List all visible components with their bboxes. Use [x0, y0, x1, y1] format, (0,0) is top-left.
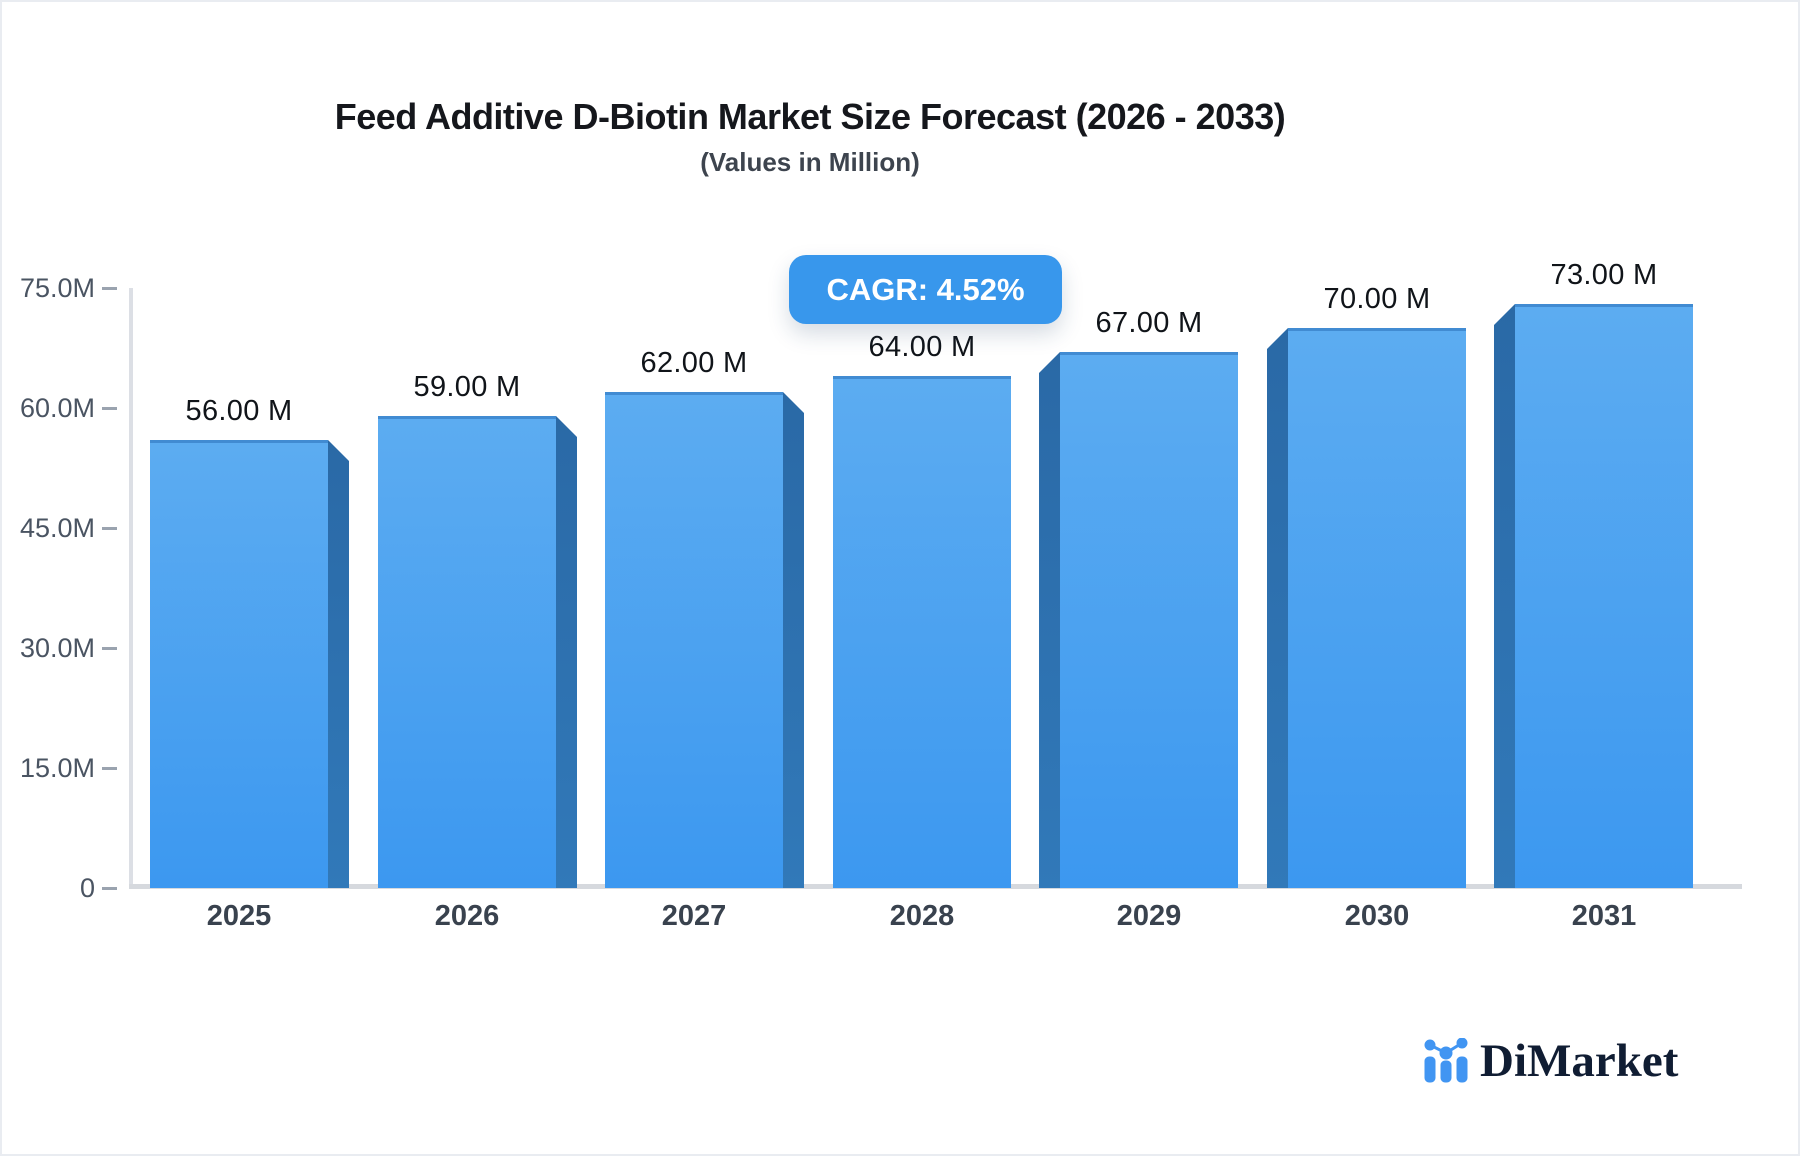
y-axis-tick [102, 647, 117, 650]
bar-3d-side [1267, 328, 1288, 888]
x-axis-category-label: 2029 [1116, 900, 1182, 932]
chart-title: Feed Additive D-Biotin Market Size Forec… [334, 96, 1286, 137]
bar-3d-side [556, 416, 577, 888]
bar-2030 [1288, 328, 1466, 888]
bar-value-label: 59.00 M [413, 371, 521, 403]
y-axis-tick [102, 767, 117, 770]
bar-value-label: 62.00 M [640, 347, 748, 379]
bar-3d-side [1494, 304, 1515, 888]
brand-logo: DiMarket [1422, 1035, 1679, 1087]
bar-value-label: 70.00 M [1323, 283, 1431, 315]
bar-value-label: 73.00 M [1550, 259, 1658, 291]
y-axis-tick [102, 527, 117, 530]
y-axis-tick [102, 287, 117, 290]
bar-3d-side [328, 440, 349, 888]
bar-2028 [833, 376, 1011, 888]
y-axis-tick [102, 407, 117, 410]
x-axis-category-label: 2031 [1571, 900, 1637, 932]
y-axis-tick-label: 45.0M [19, 513, 95, 543]
x-axis-category-label: 2028 [889, 900, 955, 932]
bar-value-label: 67.00 M [1095, 307, 1203, 339]
bar-value-label: 64.00 M [868, 331, 976, 363]
y-axis-line [129, 288, 133, 888]
bar-line-chart-icon [1424, 1038, 1468, 1083]
bar-value-label: 56.00 M [185, 395, 293, 427]
bar-2029 [1060, 352, 1238, 888]
bar-2027 [605, 392, 783, 888]
y-axis-tick [102, 887, 117, 890]
cagr-badge-label: CAGR: 4.52% [826, 271, 1025, 307]
bar-3d-side [1039, 352, 1060, 888]
chart-header: Feed Additive D-Biotin Market Size Forec… [0, 95, 1620, 178]
x-axis-category-label: 2027 [661, 900, 727, 932]
brand-wordmark: DiMarket [1480, 1035, 1679, 1087]
y-axis-tick-label: 15.0M [19, 753, 95, 783]
x-axis-category-label: 2026 [434, 900, 500, 932]
bar-2026 [378, 416, 556, 888]
bar-2031 [1515, 304, 1693, 888]
cagr-badge: CAGR: 4.52% [789, 255, 1062, 324]
x-axis-category-label: 2030 [1344, 900, 1410, 932]
bar-2025 [150, 440, 328, 888]
bar-3d-side [783, 392, 804, 888]
y-axis-tick-label: 30.0M [19, 633, 95, 663]
y-axis-tick-label: 75.0M [19, 273, 95, 303]
chart-subtitle: (Values in Million) [700, 147, 920, 177]
y-axis-tick-label: 60.0M [19, 393, 95, 423]
x-axis-category-label: 2025 [206, 900, 272, 932]
y-axis-tick-label: 0 [79, 873, 95, 903]
